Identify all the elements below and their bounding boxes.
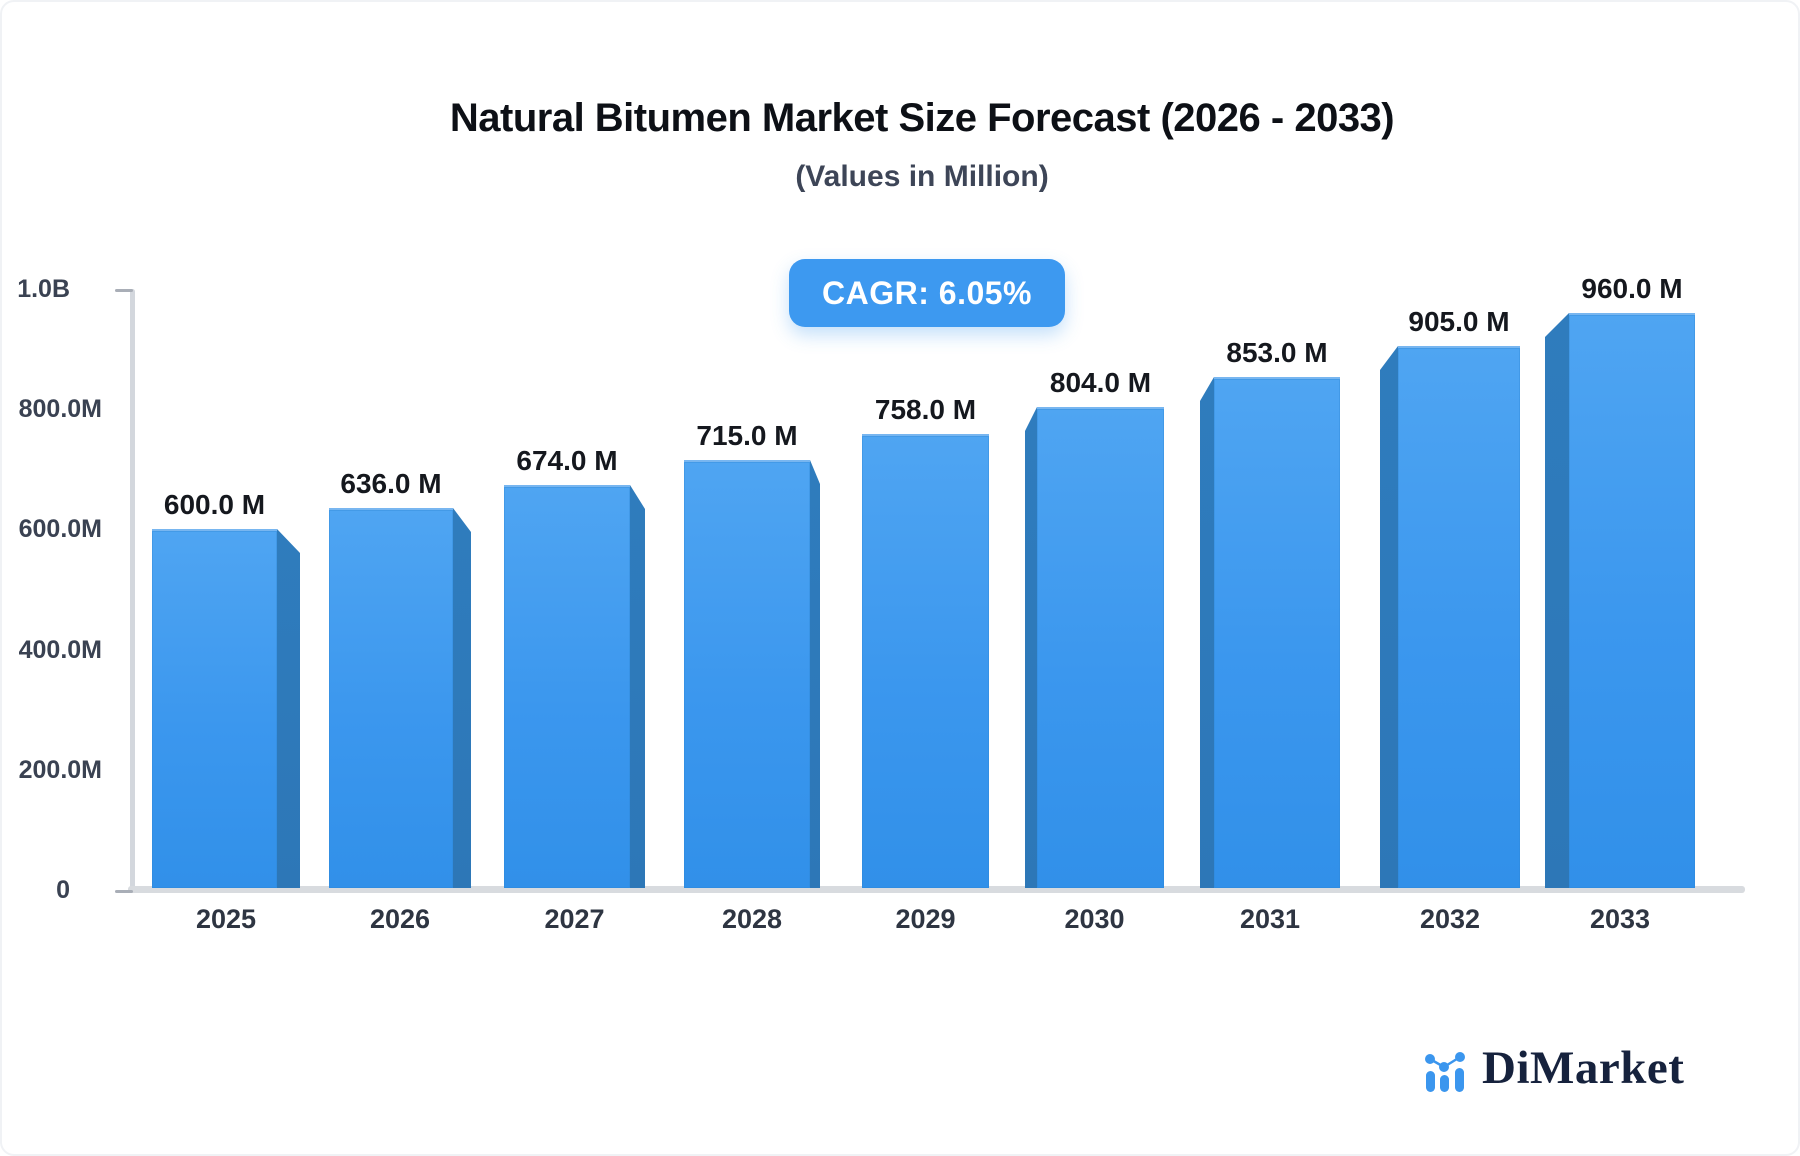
y-tick-dash [115,288,133,292]
y-tick-dash [115,889,133,893]
chart-title: Natural Bitumen Market Size Forecast (20… [449,96,1395,140]
y-tick-label: 1.0B [2,274,133,304]
y-tick-label: 800.0M [18,395,102,424]
bar-side-face-2031 [1200,377,1214,888]
x-tick-label-2032: 2032 [1419,904,1481,934]
x-tick-label-2027: 2027 [544,904,605,934]
bar-side-face-2028 [810,460,820,888]
x-tick-label-2025: 2025 [195,904,257,934]
chart-subtitle: (Values in Million) [795,160,1049,193]
bar-chart-trend-icon [1425,1052,1465,1092]
bar-2033 [1569,313,1695,888]
bar-value-label-2028: 715.0 M [696,420,798,451]
x-tick-label-2028: 2028 [721,904,783,934]
y-tick-label: 0 [2,875,133,905]
x-tick-label-2033: 2033 [1589,904,1651,934]
y-tick-label: 600.0M [18,515,102,544]
bar-value-label-2025: 600.0 M [163,489,266,520]
bar-2025 [152,529,277,888]
bar-2026 [329,508,453,888]
cagr-badge-label: CAGR: 6.05% [822,274,1032,311]
bar-side-face-2025 [277,529,300,888]
bar-2027 [504,485,630,888]
bar-side-face-2026 [453,508,471,888]
bar-value-label-2033: 960.0 M [1581,273,1683,304]
bar-value-label-2032: 905.0 M [1408,306,1510,337]
bar-value-label-2031: 853.0 M [1226,337,1328,368]
cagr-badge: CAGR: 6.05% [789,259,1065,327]
brand-logo-text: DiMarket [1482,1042,1685,1094]
y-tick-label: 400.0M [18,635,102,664]
bar-2031 [1214,377,1340,888]
x-tick-label-2031: 2031 [1239,904,1301,934]
bar-value-label-2026: 636.0 M [340,468,442,499]
bar-value-label-2030: 804.0 M [1049,367,1152,398]
bar-2030 [1037,407,1164,888]
x-tick-label-2029: 2029 [895,904,956,934]
bar-2028 [684,460,810,888]
bar-side-face-2027 [630,485,645,888]
y-axis-line [130,289,135,890]
bar-value-label-2029: 758.0 M [874,394,977,425]
bar-value-label-2027: 674.0 M [516,445,618,476]
x-tick-label-2030: 2030 [1064,904,1125,934]
bar-side-face-2033 [1545,313,1569,888]
x-tick-label-2026: 2026 [369,904,431,934]
bar-2029 [862,434,989,888]
bar-2032 [1398,346,1520,888]
x-axis-line [128,886,1745,893]
y-tick-label: 200.0M [18,755,102,784]
bar-side-face-2032 [1380,346,1398,888]
bar-side-face-2030 [1025,407,1037,888]
brand-logo: DiMarket [1424,1044,1684,1092]
